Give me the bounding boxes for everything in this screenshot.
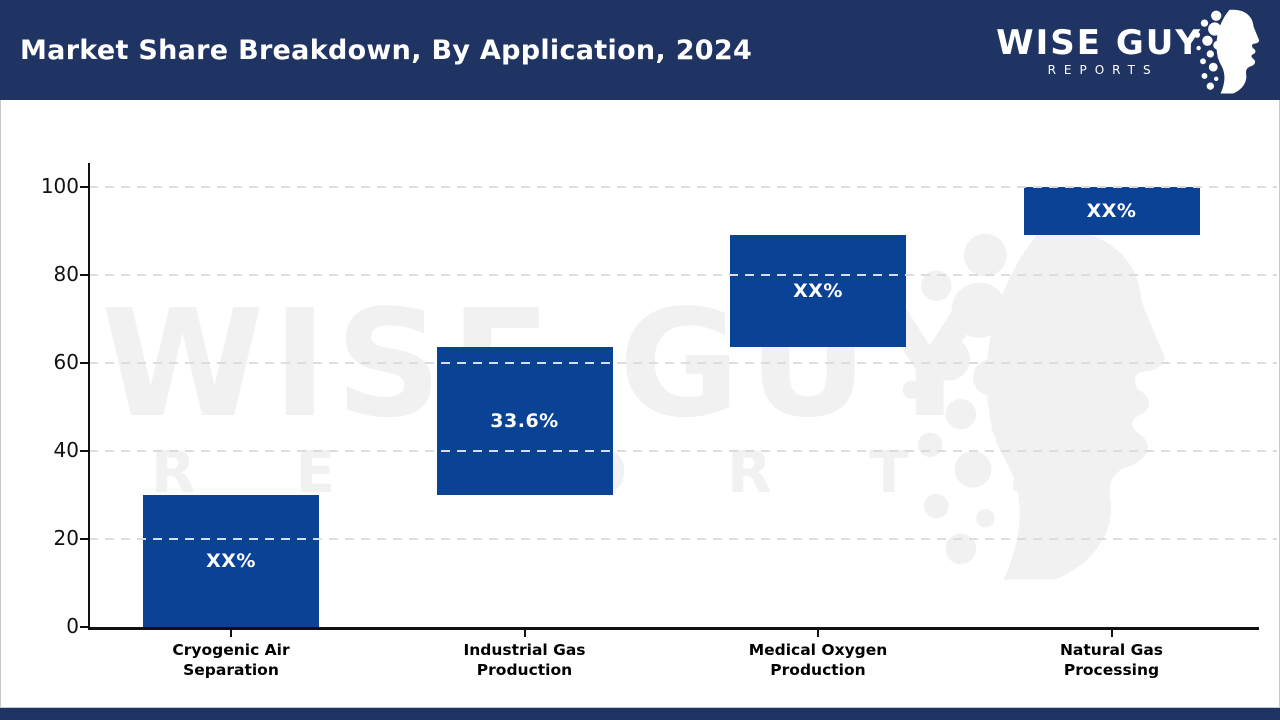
y-tick-label: 60 [53, 350, 79, 374]
y-tick-mark [80, 274, 88, 276]
x-tick-mark [817, 630, 819, 637]
y-tick-mark [80, 626, 88, 628]
x-tick-label: Cryogenic Air Separation [172, 641, 290, 679]
axis-layer: 0 20 40 60 80 100 Cryogenic Air Separation Indu… [1, 100, 1279, 707]
bar-value-label: 33.6% [490, 410, 559, 433]
bar: XX% [730, 235, 906, 348]
bar-value-label: XX% [206, 550, 256, 572]
x-tick-label: Industrial Gas Production [463, 641, 586, 679]
grid-layer [1, 100, 1279, 707]
y-tick-label: 0 [66, 614, 79, 638]
x-tick-mark [230, 630, 232, 637]
dotted-face-icon [1188, 7, 1262, 95]
y-tick-mark [80, 538, 88, 540]
bars-layer: XX% 33.6% XX% XX% [1, 100, 1279, 707]
y-tick-mark [80, 186, 88, 188]
logo-wordmark: WISE GUY [996, 23, 1202, 63]
y-tick-label: 20 [53, 526, 79, 550]
gridline [89, 274, 1277, 276]
header-bar: Market Share Breakdown, By Application, … [0, 0, 1280, 100]
gridline [89, 538, 1277, 540]
bar: 33.6% [436, 347, 613, 495]
y-tick-label: 100 [40, 174, 79, 198]
wiseguy-logo-text: WISE GUY REPORTS [996, 25, 1202, 77]
chart-title: Market Share Breakdown, By Application, … [20, 34, 753, 66]
logo-subtitle: REPORTS [1047, 63, 1159, 77]
x-tick-label: Natural Gas Processing [1059, 641, 1164, 679]
y-tick-label: 40 [53, 438, 79, 462]
x-axis-line [88, 627, 1259, 630]
plot-area: WISE GUY REPORTS XX% 33.6% XX% XX% 0 20 40 60 8… [0, 100, 1280, 708]
y-tick-label: 80 [53, 262, 79, 286]
y-tick-mark [80, 450, 88, 452]
bar: XX% [1023, 187, 1200, 236]
bar-value-label: XX% [1086, 200, 1137, 223]
gridline [89, 186, 1277, 188]
bar: XX% [143, 495, 319, 627]
wiseguy-logo: WISE GUY REPORTS [996, 6, 1262, 96]
y-axis-line [88, 163, 90, 630]
x-tick-label: Medical Oxygen Production [748, 641, 888, 679]
gridline [89, 450, 1277, 452]
y-tick-mark [80, 362, 88, 364]
bar-value-label: XX% [793, 280, 843, 303]
gridline [89, 362, 1277, 364]
x-tick-mark [523, 630, 526, 637]
footer-bar [0, 708, 1280, 720]
x-tick-mark [1110, 630, 1113, 637]
